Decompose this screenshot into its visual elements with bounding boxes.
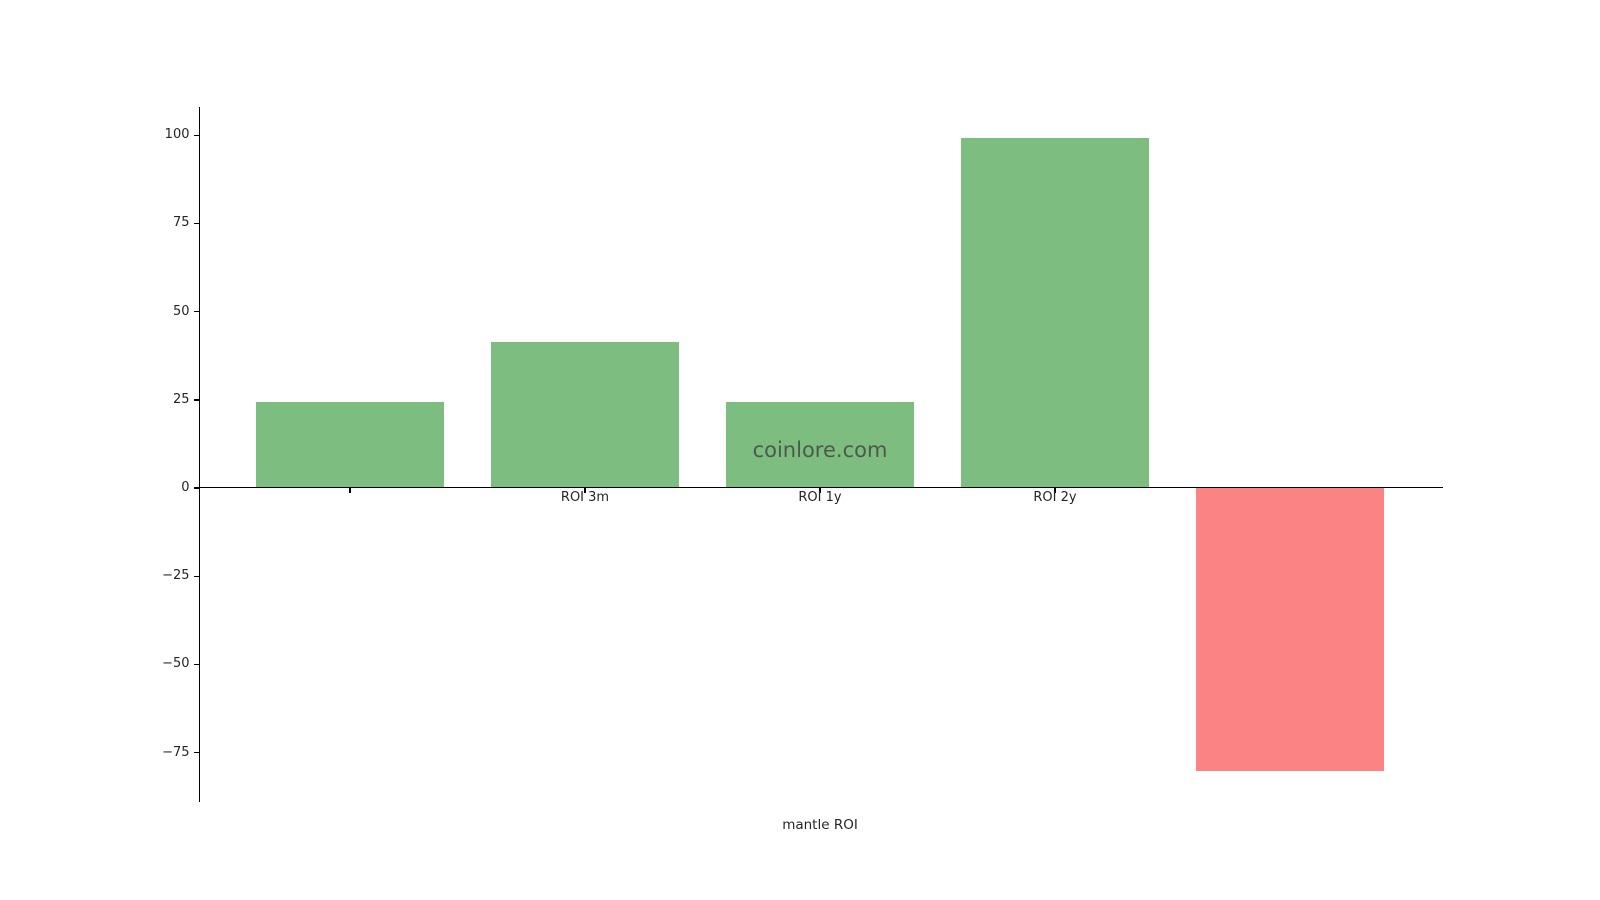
bar (491, 342, 679, 487)
y-tick-label: −25 (162, 568, 190, 584)
x-tick-label: ROI 1y (798, 489, 842, 505)
bar (726, 402, 914, 487)
y-tick-mark (193, 310, 199, 313)
y-tick-mark (193, 751, 199, 754)
y-tick-label: 100 (164, 127, 190, 143)
bar (256, 402, 444, 487)
x-tick-label: ROI 3m (560, 489, 610, 505)
y-tick-mark (193, 222, 199, 225)
y-tick-mark (193, 487, 199, 489)
bar (1196, 488, 1384, 771)
x-tick-mark (819, 488, 821, 494)
x-tick-mark (349, 488, 351, 494)
y-tick-label: 25 (172, 391, 190, 407)
x-axis-line (200, 487, 1443, 489)
y-tick-label: 50 (172, 303, 190, 319)
y-tick-mark (193, 399, 199, 401)
x-tick-mark (584, 488, 586, 494)
y-tick-label: −75 (162, 744, 190, 760)
y-tick-mark (193, 134, 199, 136)
x-tick-label: ROI 2y (1033, 489, 1077, 505)
y-tick-label: −50 (162, 656, 190, 672)
watermark: coinlore.com (752, 438, 888, 462)
y-tick-mark (193, 663, 199, 666)
bar (961, 137, 1149, 487)
chart-title: mantle ROI (782, 817, 858, 833)
y-tick-label: 0 (181, 480, 190, 495)
y-tick-label: 75 (172, 215, 190, 231)
y-axis-spine (198, 107, 200, 802)
y-tick-mark (193, 575, 199, 577)
x-tick-mark (1054, 488, 1056, 494)
